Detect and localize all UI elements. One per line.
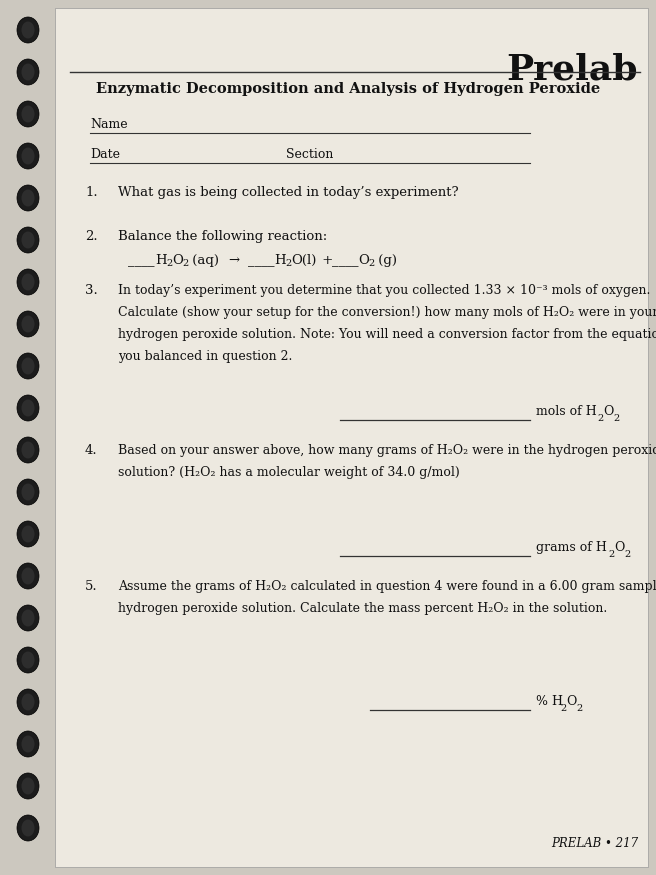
Ellipse shape (22, 358, 35, 374)
Ellipse shape (17, 815, 39, 841)
Text: 2: 2 (608, 550, 614, 559)
Ellipse shape (17, 521, 39, 547)
Text: 2.: 2. (85, 230, 98, 243)
Ellipse shape (22, 568, 35, 584)
Text: O: O (566, 695, 577, 708)
Text: 2: 2 (576, 704, 583, 713)
Ellipse shape (17, 17, 39, 43)
Ellipse shape (17, 227, 39, 253)
Ellipse shape (22, 22, 35, 38)
Ellipse shape (22, 190, 35, 206)
Text: you balanced in question 2.: you balanced in question 2. (118, 350, 293, 363)
Ellipse shape (22, 694, 35, 710)
Text: 2: 2 (368, 259, 375, 268)
Text: Balance the following reaction:: Balance the following reaction: (118, 230, 327, 243)
Text: 2: 2 (613, 414, 619, 423)
Text: Section: Section (286, 148, 334, 161)
Ellipse shape (17, 143, 39, 169)
Text: 2: 2 (182, 259, 188, 268)
Ellipse shape (17, 437, 39, 463)
Text: 2: 2 (166, 259, 173, 268)
Text: →: → (228, 254, 239, 267)
Text: Name: Name (90, 118, 128, 131)
Ellipse shape (22, 274, 35, 290)
Ellipse shape (17, 101, 39, 127)
Text: Based on your answer above, how many grams of H₂O₂ were in the hydrogen peroxide: Based on your answer above, how many gra… (118, 444, 656, 457)
Text: +: + (318, 254, 333, 267)
Text: 2: 2 (597, 414, 604, 423)
Text: Assume the grams of H₂O₂ calculated in question 4 were found in a 6.00 gram samp: Assume the grams of H₂O₂ calculated in q… (118, 580, 656, 593)
Ellipse shape (17, 563, 39, 589)
Text: H: H (274, 254, 285, 267)
Ellipse shape (22, 400, 35, 416)
Text: ____: ____ (248, 254, 274, 267)
Ellipse shape (22, 106, 35, 123)
Text: PRELAB • 217: PRELAB • 217 (551, 837, 638, 850)
Text: Enzymatic Decomposition and Analysis of Hydrogen Peroxide: Enzymatic Decomposition and Analysis of … (96, 82, 600, 96)
Ellipse shape (22, 316, 35, 332)
Text: 4.: 4. (85, 444, 98, 457)
Ellipse shape (22, 610, 35, 626)
Text: Date: Date (90, 148, 120, 161)
Text: 1.: 1. (85, 186, 98, 199)
Text: 3.: 3. (85, 284, 98, 297)
Ellipse shape (22, 64, 35, 80)
Ellipse shape (22, 148, 35, 164)
Ellipse shape (22, 232, 35, 248)
Text: What gas is being collected in today’s experiment?: What gas is being collected in today’s e… (118, 186, 459, 199)
Text: H: H (155, 254, 167, 267)
Text: O: O (614, 541, 625, 554)
Text: 2: 2 (285, 259, 291, 268)
Ellipse shape (17, 59, 39, 85)
Text: hydrogen peroxide solution. Note: You will need a conversion factor from the equ: hydrogen peroxide solution. Note: You wi… (118, 328, 656, 341)
Ellipse shape (17, 311, 39, 337)
Text: O: O (358, 254, 369, 267)
Text: Prelab: Prelab (506, 52, 638, 86)
Ellipse shape (22, 820, 35, 836)
Text: grams of H: grams of H (536, 541, 607, 554)
Text: hydrogen peroxide solution. Calculate the mass percent H₂O₂ in the solution.: hydrogen peroxide solution. Calculate th… (118, 602, 607, 615)
Text: (aq): (aq) (188, 254, 219, 267)
Text: solution? (H₂O₂ has a molecular weight of 34.0 g/mol): solution? (H₂O₂ has a molecular weight o… (118, 466, 460, 479)
Text: In today’s experiment you determine that you collected 1.33 × 10⁻³ mols of oxyge: In today’s experiment you determine that… (118, 284, 650, 297)
Text: Calculate (show your setup for the conversion!) how many mols of H₂O₂ were in yo: Calculate (show your setup for the conve… (118, 306, 656, 319)
Text: O: O (603, 405, 613, 418)
Ellipse shape (17, 185, 39, 211)
Text: 5.: 5. (85, 580, 98, 593)
Text: (g): (g) (374, 254, 397, 267)
Ellipse shape (22, 778, 35, 794)
Text: ____: ____ (128, 254, 155, 267)
Text: 2: 2 (624, 550, 630, 559)
Text: O(l): O(l) (291, 254, 316, 267)
Ellipse shape (17, 605, 39, 631)
Ellipse shape (17, 689, 39, 715)
Ellipse shape (17, 773, 39, 799)
Ellipse shape (17, 479, 39, 505)
Text: ____: ____ (332, 254, 358, 267)
Ellipse shape (17, 269, 39, 295)
Text: mols of H: mols of H (536, 405, 597, 418)
Text: % H: % H (536, 695, 563, 708)
Text: 2: 2 (560, 704, 566, 713)
Ellipse shape (22, 652, 35, 668)
Ellipse shape (17, 647, 39, 673)
Ellipse shape (22, 484, 35, 500)
Ellipse shape (17, 731, 39, 757)
Ellipse shape (22, 442, 35, 458)
Ellipse shape (22, 526, 35, 542)
Ellipse shape (17, 395, 39, 421)
Text: O: O (172, 254, 183, 267)
Ellipse shape (17, 353, 39, 379)
Ellipse shape (22, 736, 35, 752)
